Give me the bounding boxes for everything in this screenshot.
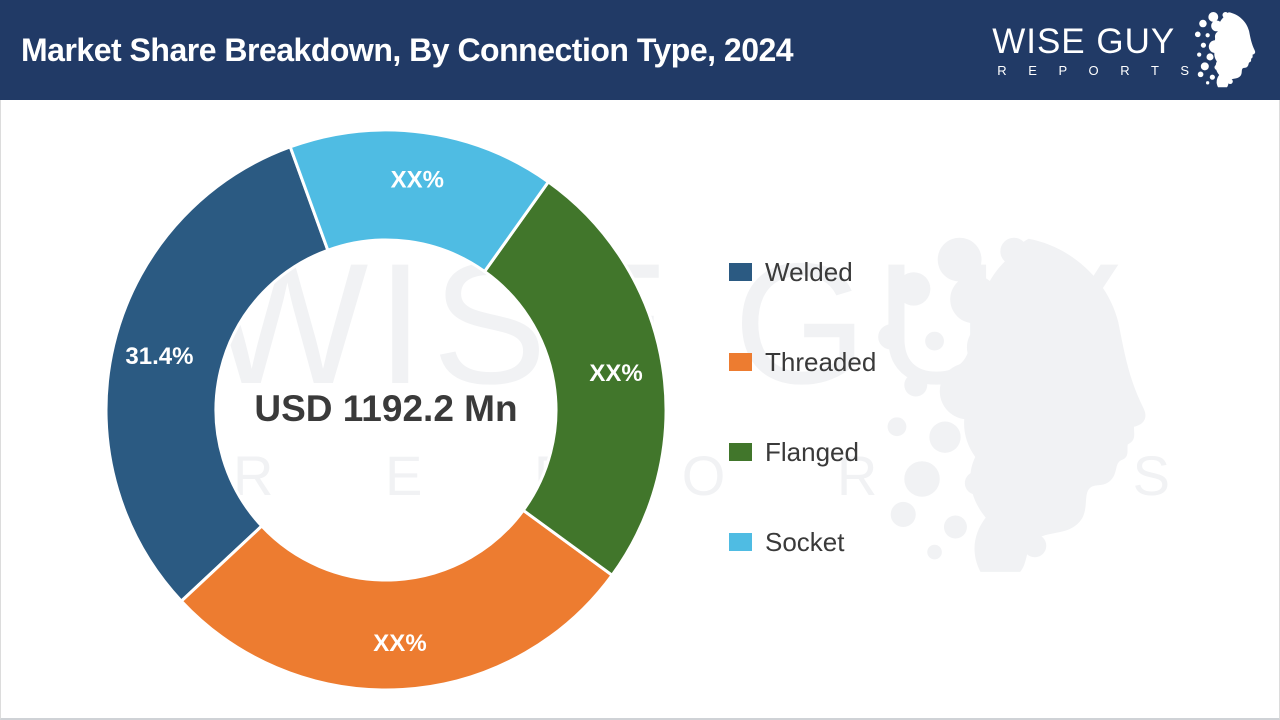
wise-guy-logo: WISE GUY R E P O R T S: [992, 8, 1266, 88]
logo-subtitle: R E P O R T S: [997, 63, 1198, 78]
donut-slice-socket: [288, 128, 550, 273]
legend-label-socket: Socket: [765, 527, 845, 557]
logo-wordmark: WISE GUY: [992, 22, 1176, 61]
legend-item-flanged: Flanged: [729, 438, 876, 466]
donut-slice-flanged: [483, 180, 668, 577]
donut-slice-welded: [104, 145, 330, 603]
logo-head-icon: [1194, 12, 1256, 88]
slice-label-socket: XX%: [391, 167, 444, 194]
legend: Welded Threaded Flanged Socket: [729, 258, 876, 618]
slice-label-welded: 31.4%: [125, 343, 193, 370]
legend-label-flanged: Flanged: [765, 437, 859, 467]
legend-item-socket: Socket: [729, 528, 876, 556]
legend-swatch-threaded: [729, 353, 752, 371]
legend-item-welded: Welded: [729, 258, 876, 286]
chart-area: WISE GUY R E P O R T S 31.4% XX% XX% XX% USD…: [0, 100, 1280, 720]
legend-label-welded: Welded: [765, 257, 853, 287]
slice-label-flanged: XX%: [589, 360, 642, 387]
legend-swatch-flanged: [729, 443, 752, 461]
legend-label-threaded: Threaded: [765, 347, 877, 377]
legend-swatch-socket: [729, 533, 752, 551]
legend-swatch-welded: [729, 263, 752, 281]
watermark-head-icon: [878, 237, 1146, 572]
header: Market Share Breakdown, By Connection Ty…: [0, 0, 1280, 100]
logo-text: WISE GUY R E P O R T S: [992, 22, 1198, 79]
donut-center-value: USD 1192.2 Mn: [254, 388, 517, 429]
slice-label-threaded: XX%: [373, 630, 426, 657]
page-title: Market Share Breakdown, By Connection Ty…: [21, 31, 794, 68]
donut-slice-threaded: [179, 508, 614, 692]
donut-chart: 31.4% XX% XX% XX% USD 1192.2 Mn: [104, 128, 668, 692]
legend-item-threaded: Threaded: [729, 348, 876, 376]
